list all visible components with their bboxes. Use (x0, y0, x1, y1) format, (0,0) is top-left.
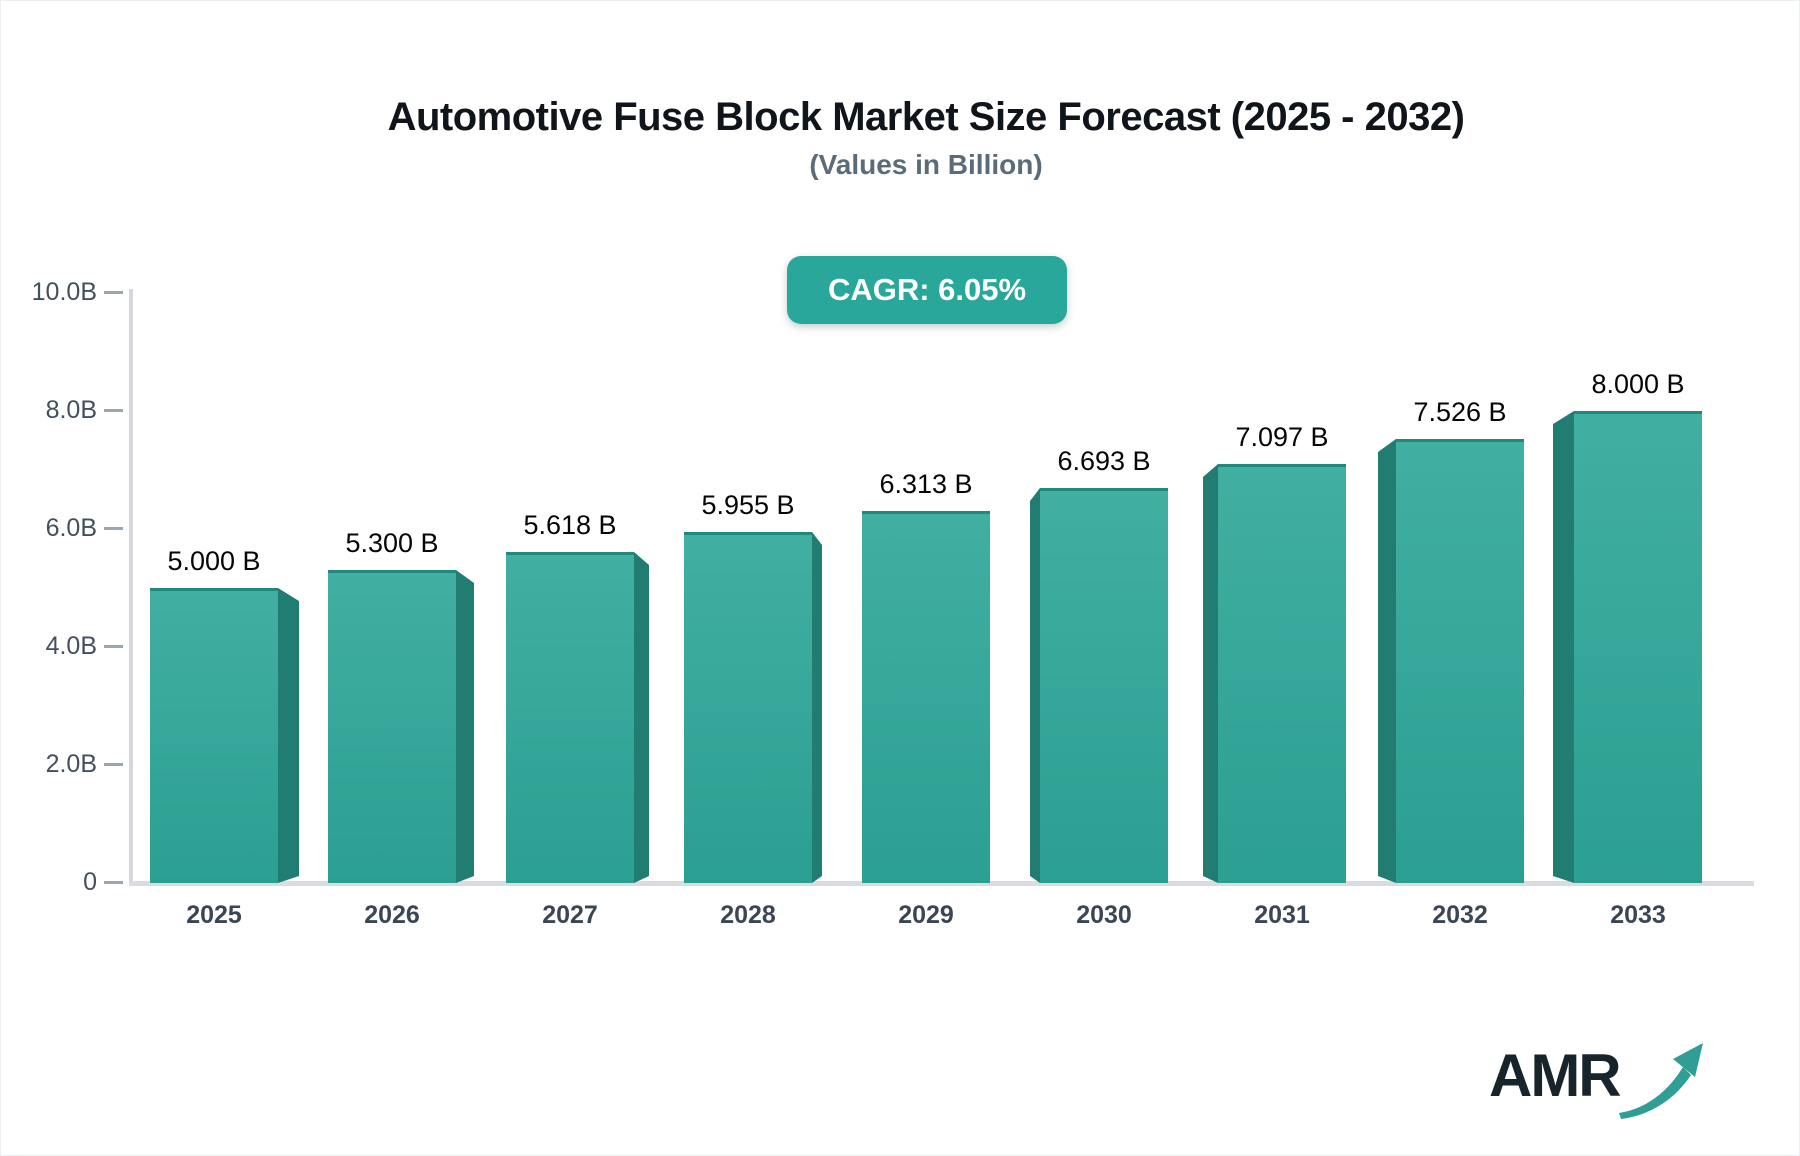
bar-side-2030 (1030, 488, 1040, 883)
chart-subtitle: (Values in Billion) (809, 149, 1043, 180)
x-axis-label-2027: 2027 (542, 901, 598, 929)
bar-value-label-2025: 5.000 B (167, 546, 261, 576)
y-tick-dash-2.0B (104, 763, 123, 766)
bar-2033 (1574, 411, 1702, 883)
y-tick-label-8.0B: 8.0B (45, 396, 97, 424)
y-axis-line (129, 289, 133, 885)
y-tick-dash-4.0B (104, 645, 123, 648)
x-axis-label-2032: 2032 (1432, 901, 1488, 929)
bar-value-label-2026: 5.300 B (345, 528, 439, 558)
bar-2027 (506, 552, 634, 883)
bar-2032 (1396, 439, 1524, 883)
amr-logo-text: AMR (1489, 1042, 1622, 1109)
y-tick-label-4.0B: 4.0B (45, 632, 97, 660)
bar-2031 (1218, 464, 1346, 883)
x-axis-label-2025: 2025 (186, 901, 242, 929)
chart-title: Automotive Fuse Block Market Size Foreca… (387, 95, 1465, 139)
y-tick-dash-10.0B (104, 291, 123, 294)
growth-arrow-icon (1619, 1043, 1703, 1119)
bar-value-label-2033: 8.000 B (1591, 369, 1685, 399)
x-axis-label-2031: 2031 (1254, 901, 1310, 929)
bar-side-2032 (1378, 439, 1396, 883)
y-tick-dash-6.0B (104, 527, 123, 530)
bar-2028 (684, 532, 812, 883)
cagr-badge: CAGR: 6.05% (787, 256, 1067, 324)
bar-value-label-2032: 7.526 B (1413, 397, 1507, 427)
x-axis-label-2033: 2033 (1610, 901, 1666, 929)
bar-value-label-2028: 5.955 B (701, 490, 795, 520)
bar-side-2028 (812, 532, 822, 883)
bar-2025 (150, 588, 278, 883)
x-axis-label-2029: 2029 (898, 901, 954, 929)
y-tick-dash-8.0B (104, 409, 123, 412)
y-tick-dash-0 (104, 881, 123, 884)
amr-logo: AMR (1489, 1033, 1703, 1123)
x-axis-baseline (129, 881, 1754, 886)
bar-side-2026 (456, 570, 474, 883)
y-tick-label-2.0B: 2.0B (45, 750, 97, 778)
bar-2030 (1040, 488, 1168, 883)
bar-side-2025 (278, 588, 299, 883)
bar-value-label-2031: 7.097 B (1235, 422, 1329, 452)
bar-side-2031 (1203, 464, 1218, 883)
x-axis-label-2026: 2026 (364, 901, 420, 929)
bar-value-label-2030: 6.693 B (1057, 446, 1151, 476)
y-tick-label-6.0B: 6.0B (45, 514, 97, 542)
y-tick-label-0: 0 (83, 868, 97, 896)
y-tick-label-10.0B: 10.0B (31, 278, 97, 306)
bar-value-label-2027: 5.618 B (523, 510, 617, 540)
bar-side-2027 (634, 552, 649, 883)
bar-2026 (328, 570, 456, 883)
bar-2029 (862, 511, 990, 883)
bar-value-label-2029: 6.313 B (879, 469, 973, 499)
x-axis-label-2028: 2028 (720, 901, 776, 929)
x-axis-label-2030: 2030 (1076, 901, 1132, 929)
bar-side-2033 (1553, 411, 1574, 883)
